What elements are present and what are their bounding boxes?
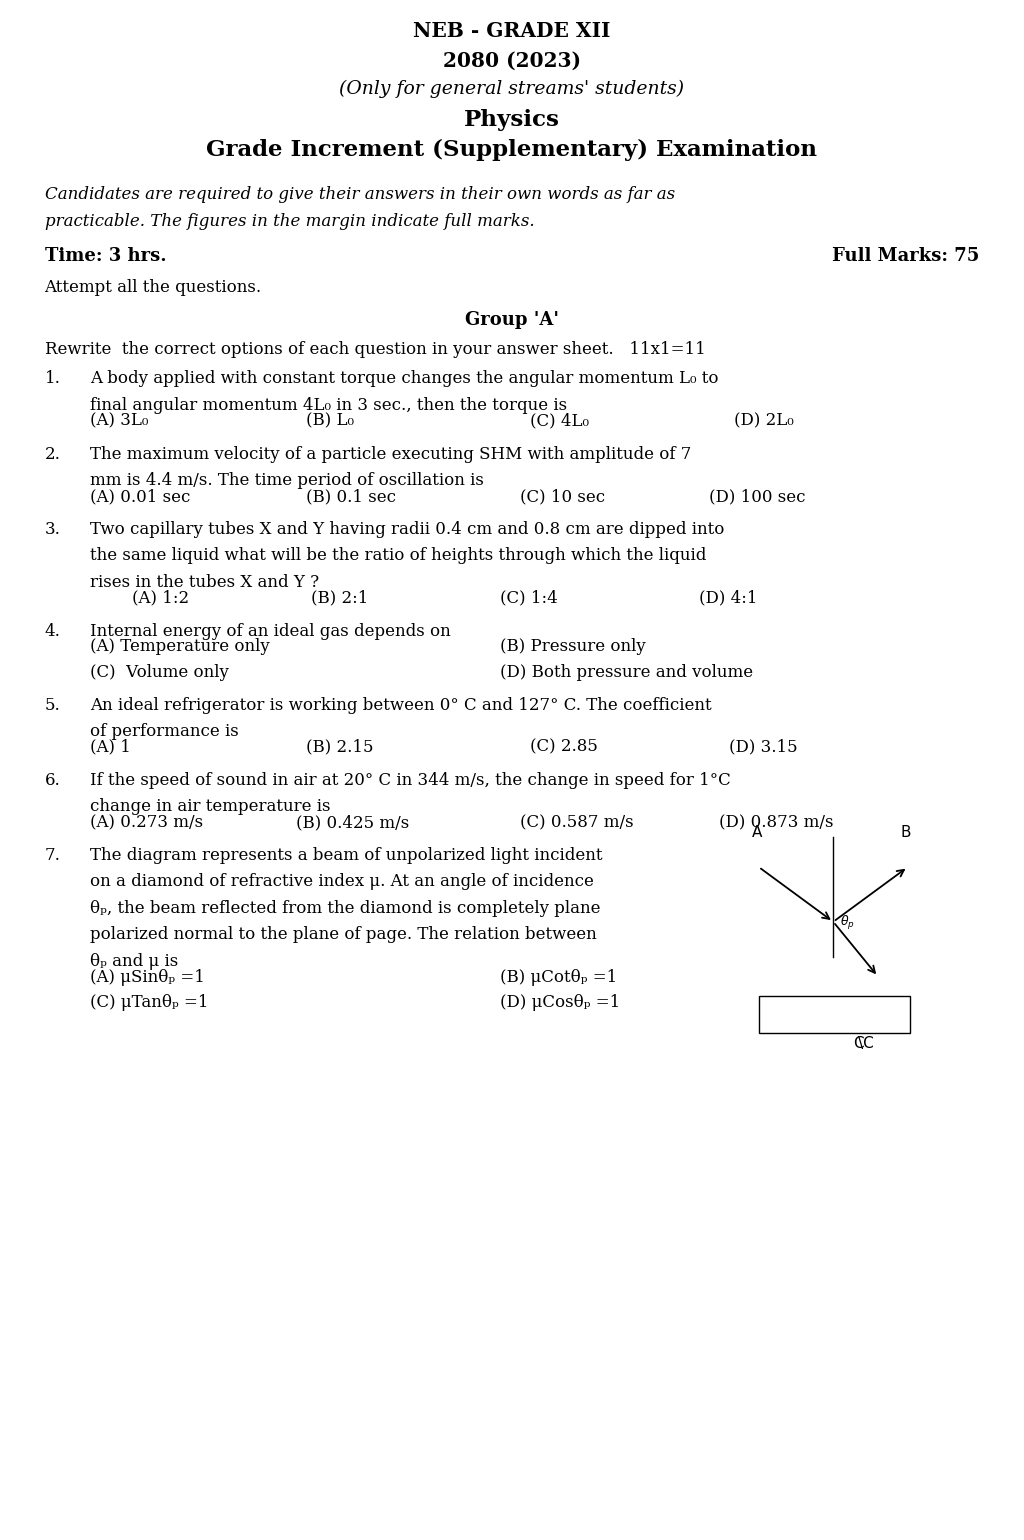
- Text: Rewrite  the correct options of each question in your answer sheet.   11x1=11: Rewrite the correct options of each ques…: [45, 340, 706, 357]
- Text: Physics: Physics: [464, 109, 560, 131]
- Text: final angular momentum 4L₀ in 3 sec., then the torque is: final angular momentum 4L₀ in 3 sec., th…: [90, 397, 567, 414]
- Text: Time: 3 hrs.: Time: 3 hrs.: [45, 246, 166, 265]
- Text: Internal energy of an ideal gas depends on: Internal energy of an ideal gas depends …: [90, 622, 451, 639]
- Text: (B) 2:1: (B) 2:1: [311, 590, 369, 607]
- Text: (B) μCotθₚ =1: (B) μCotθₚ =1: [500, 969, 617, 986]
- Text: practicable. The figures in the margin indicate full marks.: practicable. The figures in the margin i…: [45, 213, 535, 229]
- Text: A body applied with constant torque changes the angular momentum L₀ to: A body applied with constant torque chan…: [90, 371, 719, 388]
- Text: 2080 (2023): 2080 (2023): [443, 51, 581, 71]
- Text: \C: \C: [858, 1036, 873, 1052]
- Text: (C) 10 sec: (C) 10 sec: [520, 488, 605, 505]
- Text: An ideal refrigerator is working between 0° C and 127° C. The coefficient: An ideal refrigerator is working between…: [90, 696, 712, 713]
- Text: (C) 0.587 m/s: (C) 0.587 m/s: [520, 815, 634, 832]
- Text: θₚ, the beam reflected from the diamond is completely plane: θₚ, the beam reflected from the diamond …: [90, 899, 601, 916]
- Text: (C)  Volume only: (C) Volume only: [90, 664, 229, 681]
- Text: C: C: [853, 1036, 864, 1052]
- Text: Full Marks: 75: Full Marks: 75: [833, 246, 979, 265]
- Text: (D) 0.873 m/s: (D) 0.873 m/s: [719, 815, 834, 832]
- Text: Diamond: Diamond: [813, 1009, 869, 1021]
- Text: (A) 1:2: (A) 1:2: [132, 590, 189, 607]
- Text: Attempt all the questions.: Attempt all the questions.: [45, 279, 262, 296]
- Text: 3.: 3.: [45, 521, 60, 537]
- Text: 4.: 4.: [45, 622, 60, 639]
- Text: (C) 2.85: (C) 2.85: [529, 739, 598, 756]
- Text: NEB - GRADE XII: NEB - GRADE XII: [414, 20, 610, 40]
- Text: (C) μTanθₚ =1: (C) μTanθₚ =1: [90, 993, 209, 1010]
- Text: (B) 0.425 m/s: (B) 0.425 m/s: [296, 815, 410, 832]
- Text: 1.: 1.: [45, 371, 60, 388]
- Text: If the speed of sound in air at 20° C in 344 m/s, the change in speed for 1°C: If the speed of sound in air at 20° C in…: [90, 772, 731, 788]
- Text: (D) Both pressure and volume: (D) Both pressure and volume: [500, 664, 754, 681]
- Text: on a diamond of refractive index μ. At an angle of incidence: on a diamond of refractive index μ. At a…: [90, 873, 594, 890]
- Text: (A) 1: (A) 1: [90, 739, 131, 756]
- Text: 5.: 5.: [45, 696, 60, 713]
- Text: (C) 4L₀: (C) 4L₀: [529, 413, 589, 430]
- Text: 6.: 6.: [45, 772, 60, 788]
- Text: B: B: [901, 825, 911, 841]
- Text: (A) 3L₀: (A) 3L₀: [90, 413, 148, 430]
- Text: the same liquid what will be the ratio of heights through which the liquid: the same liquid what will be the ratio o…: [90, 547, 707, 564]
- Text: (A) Temperature only: (A) Temperature only: [90, 639, 270, 656]
- Text: (D) 100 sec: (D) 100 sec: [709, 488, 806, 505]
- Text: $\mu$: $\mu$: [767, 1007, 778, 1023]
- Text: 2.: 2.: [45, 445, 60, 462]
- Text: (B) 0.1 sec: (B) 0.1 sec: [306, 488, 396, 505]
- Text: (D) 2L₀: (D) 2L₀: [734, 413, 794, 430]
- Text: (Only for general streams' students): (Only for general streams' students): [339, 80, 685, 97]
- Text: (D) 4:1: (D) 4:1: [699, 590, 758, 607]
- Text: Grade Increment (Supplementary) Examination: Grade Increment (Supplementary) Examinat…: [207, 139, 817, 162]
- Text: 7.: 7.: [45, 847, 60, 864]
- Text: mm is 4.4 m/s. The time period of oscillation is: mm is 4.4 m/s. The time period of oscill…: [90, 473, 484, 490]
- Text: $\theta_p$: $\theta_p$: [841, 913, 855, 932]
- Text: (D) 3.15: (D) 3.15: [729, 739, 798, 756]
- Text: change in air temperature is: change in air temperature is: [90, 798, 331, 815]
- Text: The maximum velocity of a particle executing SHM with amplitude of 7: The maximum velocity of a particle execu…: [90, 445, 691, 462]
- Text: (A) 0.273 m/s: (A) 0.273 m/s: [90, 815, 204, 832]
- Text: Candidates are required to give their answers in their own words as far as: Candidates are required to give their an…: [45, 186, 675, 203]
- Text: (D) μCosθₚ =1: (D) μCosθₚ =1: [500, 993, 621, 1010]
- Text: (A) μSinθₚ =1: (A) μSinθₚ =1: [90, 969, 205, 986]
- Text: A: A: [752, 825, 762, 841]
- Bar: [759, 995, 910, 1033]
- Text: θₚ and μ is: θₚ and μ is: [90, 953, 178, 970]
- Text: (B) 2.15: (B) 2.15: [306, 739, 374, 756]
- Text: (C) 1:4: (C) 1:4: [500, 590, 558, 607]
- Text: Two capillary tubes X and Y having radii 0.4 cm and 0.8 cm are dipped into: Two capillary tubes X and Y having radii…: [90, 521, 725, 537]
- Text: (B) L₀: (B) L₀: [306, 413, 354, 430]
- Text: of performance is: of performance is: [90, 722, 239, 739]
- Text: Group 'A': Group 'A': [465, 311, 559, 328]
- Text: The diagram represents a beam of unpolarized light incident: The diagram represents a beam of unpolar…: [90, 847, 603, 864]
- Text: rises in the tubes X and Y ?: rises in the tubes X and Y ?: [90, 574, 319, 591]
- Text: (B) Pressure only: (B) Pressure only: [500, 639, 646, 656]
- Text: polarized normal to the plane of page. The relation between: polarized normal to the plane of page. T…: [90, 926, 597, 944]
- Text: (A) 0.01 sec: (A) 0.01 sec: [90, 488, 190, 505]
